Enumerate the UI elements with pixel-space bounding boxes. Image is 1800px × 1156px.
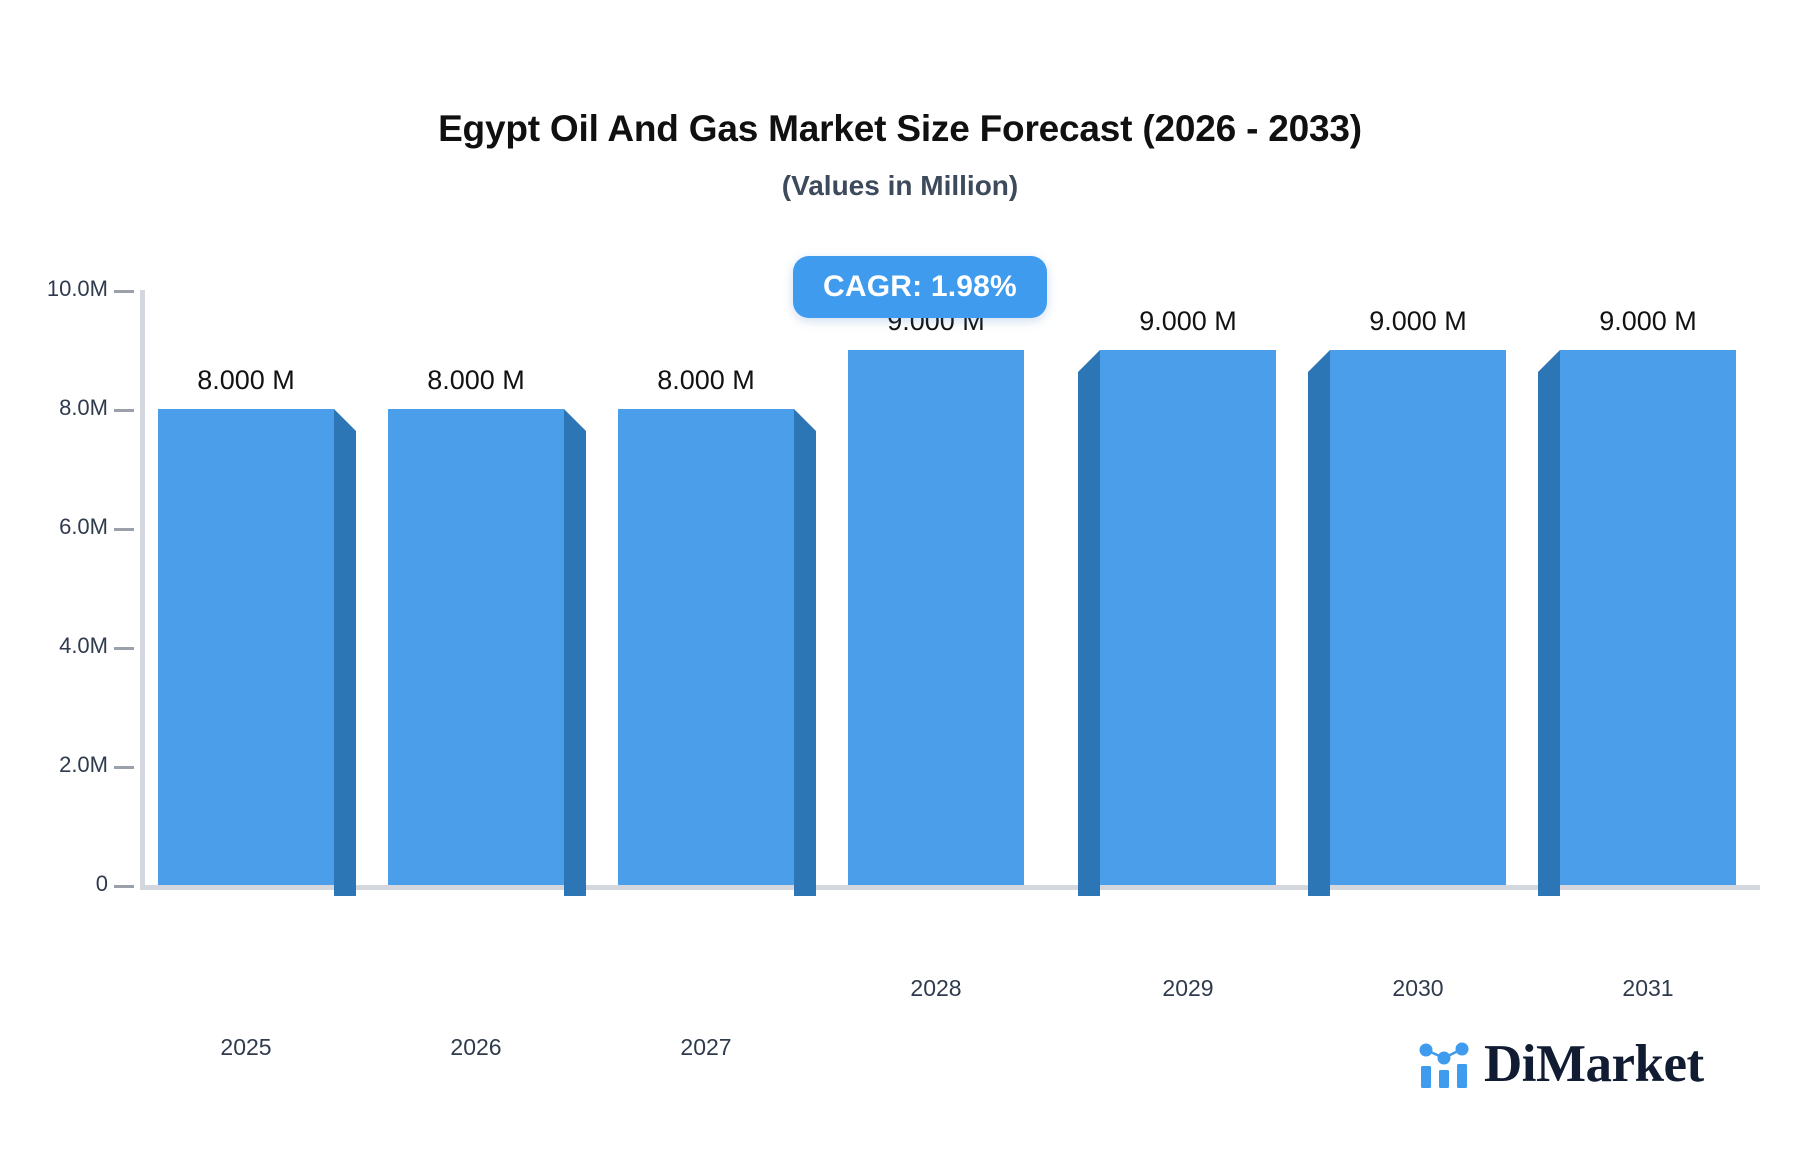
bar-3d-cap xyxy=(1538,350,1560,372)
y-tick-mark xyxy=(114,766,134,769)
y-tick-mark xyxy=(114,290,134,293)
bar-face xyxy=(158,409,334,885)
y-tick-label: 10.0M xyxy=(46,276,108,301)
bar-value-label: 9.000 M xyxy=(1599,306,1697,336)
bar-3d-side xyxy=(1078,372,1100,896)
plot-area: 10.0M 8.0M 6.0M 4.0M 2.0M 0 8.000 M 2025 xyxy=(47,276,1760,1060)
x-tick-label-2026: 2026 xyxy=(450,1034,502,1060)
x-axis-line xyxy=(140,885,1760,890)
bar-2025[interactable]: 8.000 M 2025 xyxy=(158,365,356,1060)
bar-value-label: 8.000 M xyxy=(657,365,755,395)
cagr-badge: CAGR: 1.98% xyxy=(793,256,1047,318)
bar-3d-side xyxy=(334,431,356,896)
bar-value-label: 8.000 M xyxy=(427,365,525,395)
bar-3d-side xyxy=(564,431,586,896)
y-tick-mark xyxy=(114,885,134,888)
bar-2026[interactable]: 8.000 M 2026 xyxy=(388,365,586,1060)
x-tick-label-2031: 2031 xyxy=(1622,975,1674,1001)
bar-2028[interactable]: 9.000 M 2028 xyxy=(848,306,1024,1001)
bar-face xyxy=(388,409,564,885)
y-tick-label: 2.0M xyxy=(59,752,108,777)
brand-name: DiMarket xyxy=(1484,1035,1704,1093)
y-tick-label: 6.0M xyxy=(59,514,108,539)
bar-2031[interactable]: 9.000 M 2031 xyxy=(1538,306,1736,1001)
y-tick-mark xyxy=(114,528,134,531)
x-tick-label-2029: 2029 xyxy=(1162,975,1214,1001)
x-tick-label-2028: 2028 xyxy=(910,975,962,1001)
bar-3d-cap xyxy=(564,409,586,431)
brand-logo: DiMarket xyxy=(1418,1038,1704,1091)
y-tick-label: 0 xyxy=(95,871,108,896)
bar-value-label: 8.000 M xyxy=(197,365,295,395)
bar-3d-side xyxy=(1308,372,1330,896)
y-tick-label: 8.0M xyxy=(59,395,108,420)
bar-face xyxy=(1100,350,1276,885)
y-tick-label: 4.0M xyxy=(59,633,108,658)
x-tick-label-2025: 2025 xyxy=(220,1034,272,1060)
bar-3d-cap xyxy=(1308,350,1330,372)
bar-chart-logo-icon xyxy=(1418,1040,1470,1090)
bar-2030[interactable]: 9.000 M 2030 xyxy=(1308,306,1506,1001)
bar-2029[interactable]: 9.000 M 2029 xyxy=(1078,306,1276,1001)
bar-3d-side xyxy=(1538,372,1560,896)
bar-3d-cap xyxy=(794,409,816,431)
x-tick-label-2030: 2030 xyxy=(1392,975,1444,1001)
y-axis-line xyxy=(140,290,145,885)
bar-3d-cap xyxy=(334,409,356,431)
bar-face xyxy=(1330,350,1506,885)
x-tick-label-2027: 2027 xyxy=(680,1034,732,1060)
bar-face xyxy=(1560,350,1736,885)
bar-face xyxy=(848,350,1024,885)
bar-2027[interactable]: 8.000 M 2027 xyxy=(618,365,816,1060)
chart-title: Egypt Oil And Gas Market Size Forecast (… xyxy=(438,108,1362,149)
y-tick-mark xyxy=(114,409,134,412)
bar-3d-cap xyxy=(1078,350,1100,372)
bar-value-label: 9.000 M xyxy=(1369,306,1467,336)
bar-value-label: 9.000 M xyxy=(1139,306,1237,336)
bar-3d-side xyxy=(794,431,816,896)
bar-face xyxy=(618,409,794,885)
y-tick-mark xyxy=(114,647,134,650)
chart-subtitle: (Values in Million) xyxy=(781,170,1019,201)
